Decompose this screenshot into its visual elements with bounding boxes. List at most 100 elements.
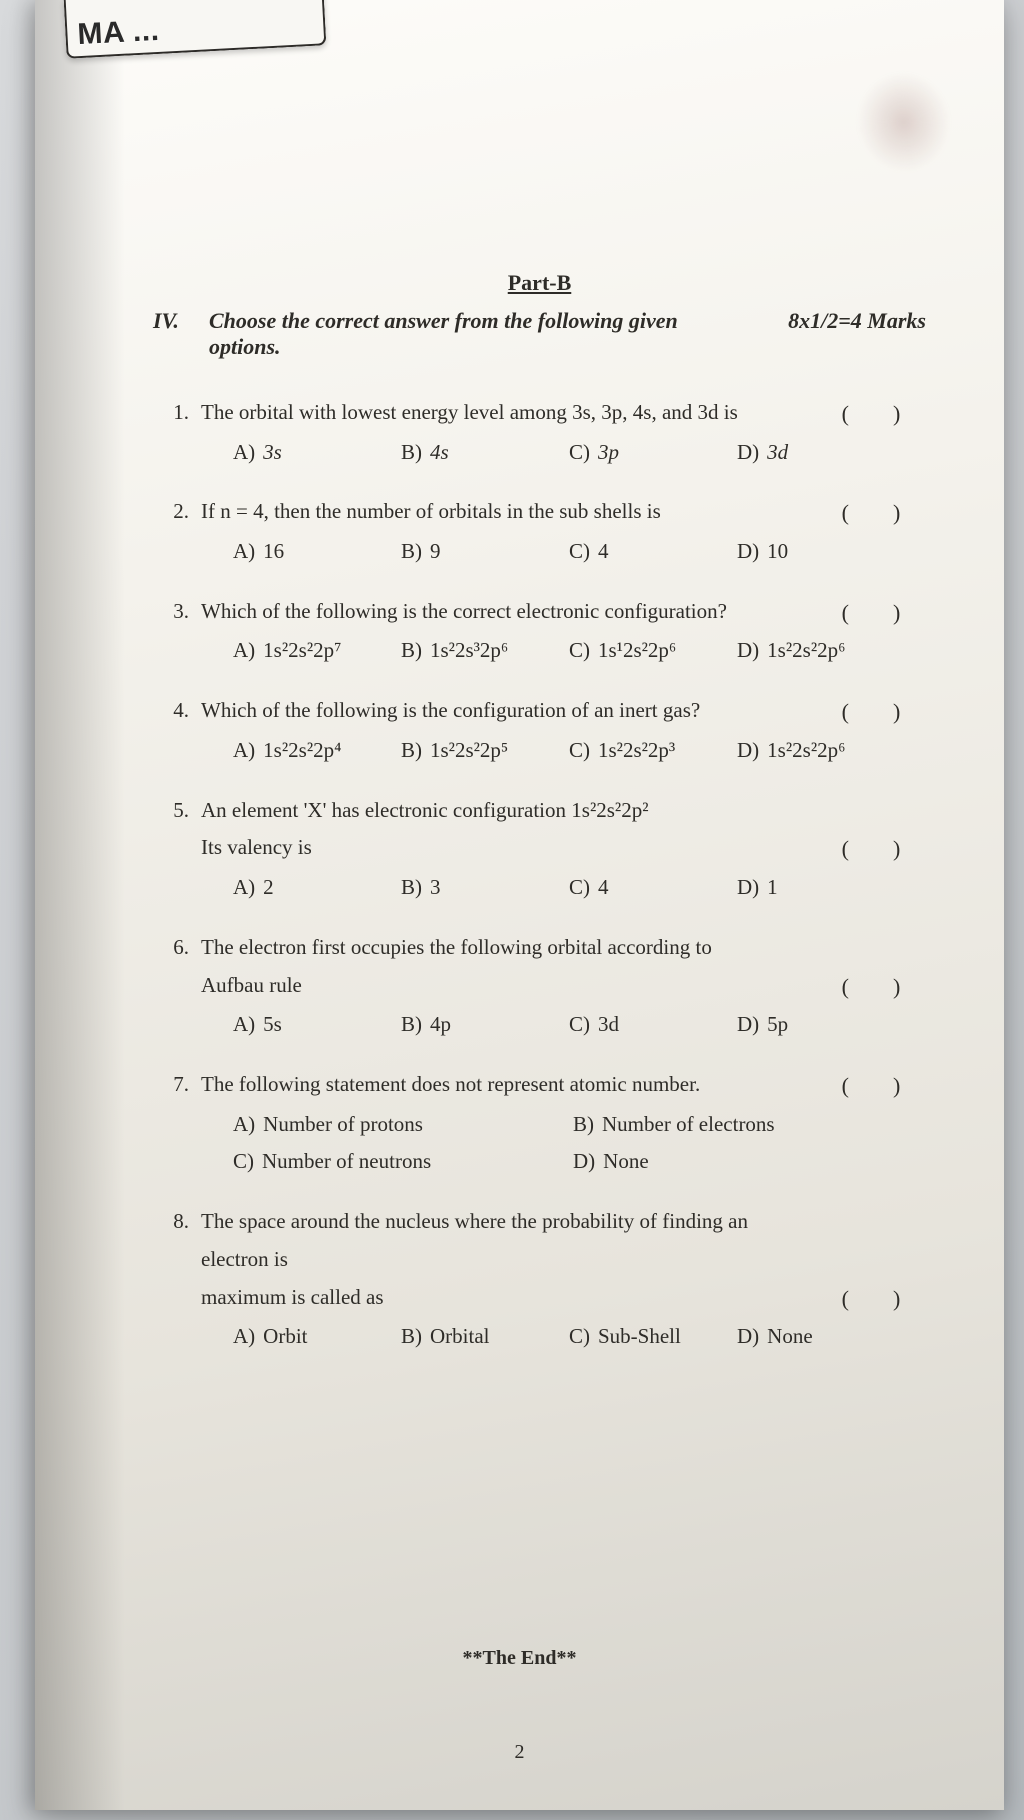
option-text: 16 xyxy=(263,533,284,571)
answer-blank xyxy=(816,792,926,830)
option-label: D) xyxy=(737,1318,767,1356)
spacer xyxy=(153,829,201,869)
option-text: 1s²2s²2p⁶ xyxy=(767,732,845,770)
question: 6.The electron first occupies the follow… xyxy=(153,929,926,1044)
marks-text: 8x1/2=4 Marks xyxy=(736,308,926,360)
option: C)Number of neutrons xyxy=(233,1143,573,1181)
answer-blank: ( ) xyxy=(816,394,926,434)
question-subline: maximum is called as( ) xyxy=(153,1279,926,1319)
option-text: 3d xyxy=(598,1006,619,1044)
option-text: 3p xyxy=(598,434,619,472)
question-text: The space around the nucleus where the p… xyxy=(201,1203,816,1279)
question: 2.If n = 4, then the number of orbitals … xyxy=(153,493,926,570)
option-label: B) xyxy=(401,1006,430,1044)
answer-blank: ( ) xyxy=(816,1066,926,1106)
option-label: A) xyxy=(233,732,263,770)
option-label: C) xyxy=(569,732,598,770)
question-number: 2. xyxy=(153,493,201,533)
question-text: Which of the following is the configurat… xyxy=(201,692,816,732)
option-label: C) xyxy=(569,632,598,670)
option-text: 10 xyxy=(767,533,788,571)
option: C)4 xyxy=(569,869,737,907)
option-text: 1s²2s²2p⁵ xyxy=(430,732,508,770)
option-text: 9 xyxy=(430,533,441,571)
option-label: A) xyxy=(233,869,263,907)
answer-blank xyxy=(816,1203,926,1279)
question-number: 6. xyxy=(153,929,201,967)
question-text: The following statement does not represe… xyxy=(201,1066,816,1106)
option-text: 3s xyxy=(263,434,282,472)
question: 1.The orbital with lowest energy level a… xyxy=(153,394,926,471)
question-text: The orbital with lowest energy level amo… xyxy=(201,394,816,434)
option-label: D) xyxy=(737,869,767,907)
option: A)16 xyxy=(233,533,401,571)
question: 8.The space around the nucleus where the… xyxy=(153,1203,926,1356)
option: B)4s xyxy=(401,434,569,472)
paper-smudge xyxy=(836,61,977,210)
answer-blank: ( ) xyxy=(816,692,926,732)
option-text: 4 xyxy=(598,533,609,571)
question-head: 1.The orbital with lowest energy level a… xyxy=(153,394,926,434)
option-label: A) xyxy=(233,632,263,670)
option-label: A) xyxy=(233,533,263,571)
option-label: C) xyxy=(569,434,598,472)
question: 4.Which of the following is the configur… xyxy=(153,692,926,769)
option-row: A)2B)3C)4D)1 xyxy=(153,869,926,907)
option-label: C) xyxy=(569,1006,598,1044)
option: C)1s¹2s²2p⁶ xyxy=(569,632,737,670)
answer-blank: ( ) xyxy=(816,1279,926,1319)
option-row: A)3sB)4sC)3pD)3d xyxy=(153,434,926,472)
option-label: A) xyxy=(233,434,263,472)
option-text: 2 xyxy=(263,869,274,907)
option-text: 1s²2s²2p⁴ xyxy=(263,732,341,770)
question-text: An element 'X' has electronic configurat… xyxy=(201,792,816,830)
option-label: B) xyxy=(401,533,430,571)
option: B)3 xyxy=(401,869,569,907)
option-row: A)1s²2s²2p⁷B)1s²2s³2p⁶C)1s¹2s²2p⁶D)1s²2s… xyxy=(153,632,926,670)
question: 7.The following statement does not repre… xyxy=(153,1066,926,1181)
question-text: The electron first occupies the followin… xyxy=(201,929,816,967)
exam-page: MA ... Part-B IV. Choose the correct ans… xyxy=(35,0,1004,1810)
option: A)2 xyxy=(233,869,401,907)
answer-blank: ( ) xyxy=(816,967,926,1007)
option-label: D) xyxy=(573,1143,603,1181)
option: D)5p xyxy=(737,1006,905,1044)
option-label: A) xyxy=(233,1106,263,1144)
question-head: 6.The electron first occupies the follow… xyxy=(153,929,926,967)
answer-blank xyxy=(816,929,926,967)
option-label: B) xyxy=(401,869,430,907)
option-row: A)5sB)4pC)3dD)5p xyxy=(153,1006,926,1044)
answer-blank: ( ) xyxy=(816,829,926,869)
option-text: 5s xyxy=(263,1006,282,1044)
option: A)1s²2s²2p⁷ xyxy=(233,632,401,670)
option-label: B) xyxy=(401,434,430,472)
option: A)1s²2s²2p⁴ xyxy=(233,732,401,770)
option: B)4p xyxy=(401,1006,569,1044)
question-number: 4. xyxy=(153,692,201,732)
question-number: 7. xyxy=(153,1066,201,1106)
option: D)1s²2s²2p⁶ xyxy=(737,632,905,670)
option-label: C) xyxy=(569,1318,598,1356)
question-text: Which of the following is the correct el… xyxy=(201,593,816,633)
option-text: Number of neutrons xyxy=(262,1143,431,1181)
option: C)4 xyxy=(569,533,737,571)
option-text: Sub-Shell xyxy=(598,1318,681,1356)
option-label: D) xyxy=(737,533,767,571)
spacer xyxy=(153,967,201,1007)
option-text: 1s¹2s²2p⁶ xyxy=(598,632,676,670)
option: C)Sub-Shell xyxy=(569,1318,737,1356)
option-text: 1s²2s²2p⁶ xyxy=(767,632,845,670)
question-number: 1. xyxy=(153,394,201,434)
option-row: A)OrbitB)OrbitalC)Sub-ShellD)None xyxy=(153,1318,926,1356)
header-clip-text: MA ... xyxy=(77,16,160,50)
option-label: B) xyxy=(401,632,430,670)
option-label: C) xyxy=(569,869,598,907)
instruction-text: Choose the correct answer from the follo… xyxy=(209,308,736,360)
answer-blank: ( ) xyxy=(816,593,926,633)
question-number: 3. xyxy=(153,593,201,633)
option: C)3p xyxy=(569,434,737,472)
option: C)1s²2s²2p³ xyxy=(569,732,737,770)
end-marker: **The End** xyxy=(35,1647,1004,1670)
option: D)1 xyxy=(737,869,905,907)
option: B)Number of electrons xyxy=(573,1106,913,1144)
